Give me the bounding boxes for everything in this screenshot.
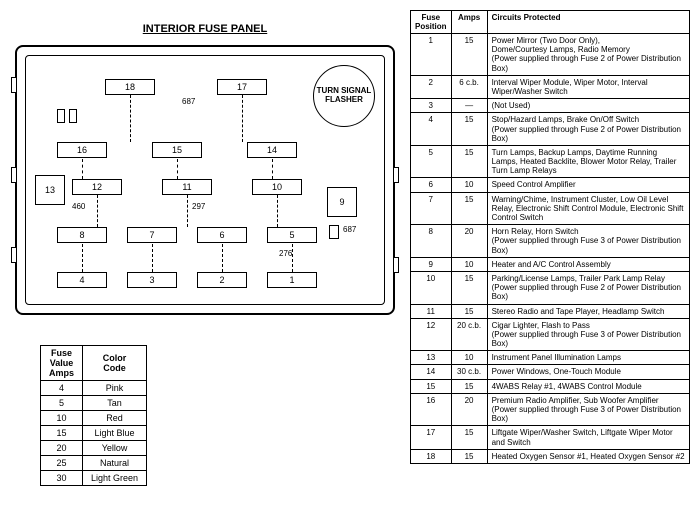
table-row: 1815Heated Oxygen Sensor #1, Heated Oxyg… [411,449,690,463]
table-row: 3—(Not Used) [411,99,690,113]
color-row: 25Natural [41,456,147,471]
table-row: 15154WABS Relay #1, 4WABS Control Module [411,379,690,393]
color-header: FuseValueAmps [41,346,83,381]
fuse-9: 9 [327,187,357,217]
fuse-7: 7 [127,227,177,243]
table-row: 820Horn Relay, Horn Switch(Power supplie… [411,225,690,258]
fuse-4: 4 [57,272,107,288]
table-row: 1715Liftgate Wiper/Washer Switch, Liftga… [411,426,690,449]
fuse-6: 6 [197,227,247,243]
fuse-8: 8 [57,227,107,243]
table-row: 515Turn Lamps, Backup Lamps, Daytime Run… [411,145,690,178]
table-row: 1115Stereo Radio and Tape Player, Headla… [411,304,690,318]
table-row: 26 c.b.Interval Wiper Module, Wiper Moto… [411,75,690,98]
fuse-1: 1 [267,272,317,288]
label-276: 276 [279,249,292,258]
fuse-5: 5 [267,227,317,243]
table-row: 1015Parking/License Lamps, Trailer Park … [411,271,690,304]
color-row: 5Tan [41,396,147,411]
fuse-17: 17 [217,79,267,95]
fuse-11: 11 [162,179,212,195]
table-row: 115Power Mirror (Two Door Only),Dome/Cou… [411,34,690,76]
main-header: FusePosition [411,11,452,34]
table-row: 715Warning/Chime, Instrument Cluster, Lo… [411,192,690,225]
turn-signal-flasher: TURN SIGNAL FLASHER [313,65,375,127]
table-row: 1220 c.b.Cigar Lighter, Flash to Pass(Po… [411,318,690,351]
label-687b: 687 [343,225,356,234]
fuse-18: 18 [105,79,155,95]
fuse-panel-diagram: TURN SIGNAL FLASHER 18 17 687 16 15 14 1… [15,45,395,315]
color-row: 4Pink [41,381,147,396]
panel-title: INTERIOR FUSE PANEL [10,23,400,35]
table-row: 610Speed Control Amplifier [411,178,690,192]
color-header: ColorCode [83,346,147,381]
color-code-table: FuseValueAmpsColorCode 4Pink5Tan10Red15L… [40,345,147,486]
fuse-2: 2 [197,272,247,288]
table-row: 1310Instrument Panel Illumination Lamps [411,351,690,365]
main-header: Circuits Protected [487,11,689,34]
fuse-16: 16 [57,142,107,158]
table-row: 415Stop/Hazard Lamps, Brake On/Off Switc… [411,113,690,146]
fuse-10: 10 [252,179,302,195]
label-687a: 687 [182,97,195,106]
circuits-table: FusePositionAmpsCircuits Protected 115Po… [410,10,690,464]
color-row: 15Light Blue [41,426,147,441]
fuse-14: 14 [247,142,297,158]
table-row: 910Heater and A/C Control Assembly [411,257,690,271]
fuse-12: 12 [72,179,122,195]
color-row: 30Light Green [41,471,147,486]
color-row: 10Red [41,411,147,426]
main-header: Amps [451,11,487,34]
label-297: 297 [192,202,205,211]
fuse-3: 3 [127,272,177,288]
label-460: 460 [72,202,85,211]
fuse-13: 13 [35,175,65,205]
table-row: 1430 c.b.Power Windows, One-Touch Module [411,365,690,379]
color-row: 20Yellow [41,441,147,456]
table-row: 1620Premium Radio Amplifier, Sub Woofer … [411,393,690,426]
fuse-15: 15 [152,142,202,158]
